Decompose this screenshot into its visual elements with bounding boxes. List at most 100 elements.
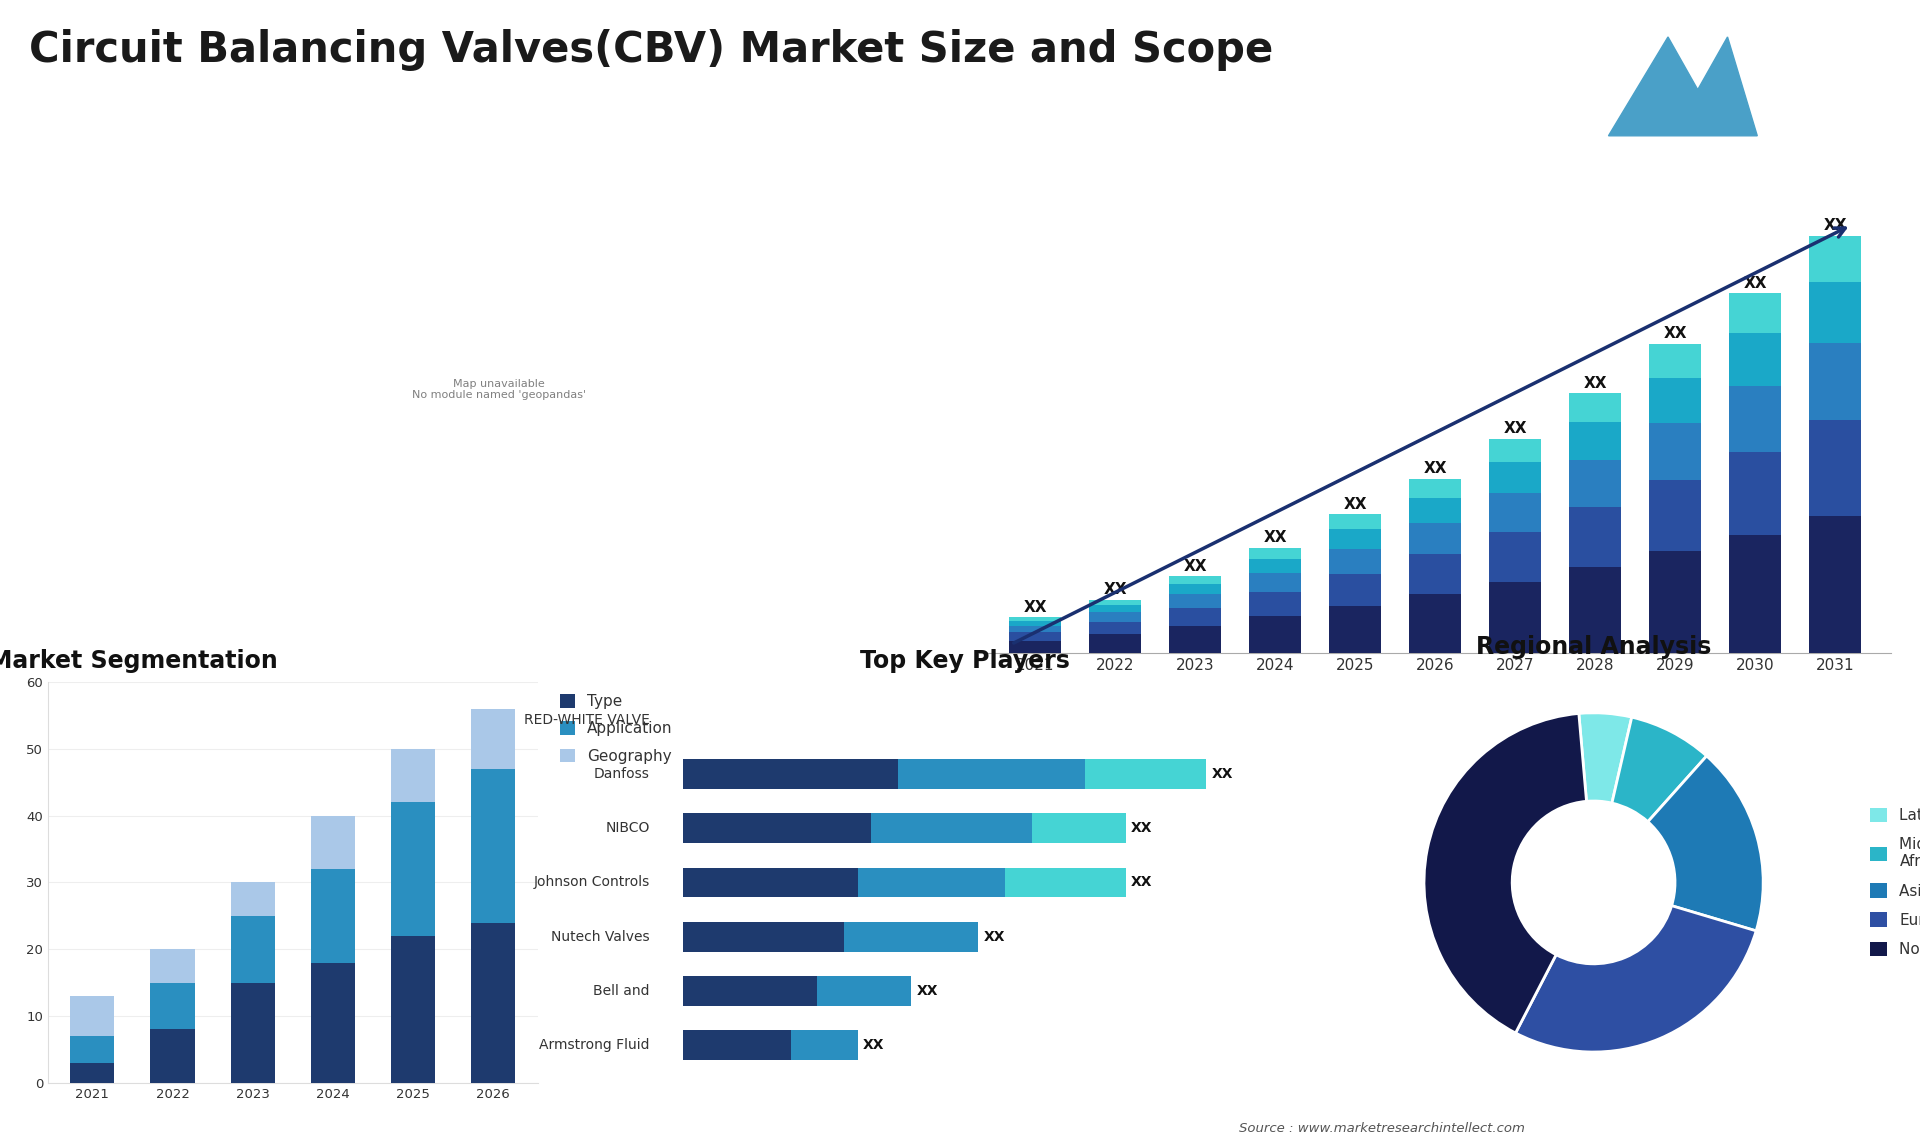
Bar [1569,460,1620,507]
Text: XX: XX [1584,376,1607,391]
Bar [684,868,858,897]
Bar [470,769,515,923]
Bar [899,759,1085,788]
Bar [1010,618,1062,621]
Bar [1649,551,1701,653]
Text: XX: XX [1183,559,1208,574]
Text: MARKET: MARKET [1778,49,1826,60]
Bar [1490,582,1542,653]
Bar [1329,606,1380,653]
Bar [1031,814,1125,843]
Text: XX: XX [1131,876,1152,889]
Bar [1809,517,1860,653]
Bar [1490,493,1542,532]
Bar [230,882,275,916]
Bar [818,976,912,1006]
Text: Armstrong Fluid: Armstrong Fluid [540,1038,649,1052]
Bar [1250,592,1302,617]
Bar [1089,599,1140,605]
Bar [71,1036,115,1063]
Bar [684,759,899,788]
Bar [1490,532,1542,582]
Bar [1089,634,1140,653]
Text: INTELLECT: INTELLECT [1778,107,1841,117]
Bar [1085,759,1206,788]
Legend: Type, Application, Geography: Type, Application, Geography [555,690,678,768]
Text: XX: XX [1824,218,1847,233]
Bar [684,921,845,951]
Bar [1409,555,1461,595]
Bar [1089,612,1140,621]
Text: XX: XX [1423,461,1448,476]
Text: XX: XX [1263,531,1286,545]
Bar [1649,423,1701,480]
Text: Nutech Valves: Nutech Valves [551,929,649,943]
Bar [1649,344,1701,378]
Bar [1809,236,1860,282]
Text: XX: XX [1212,767,1233,782]
Text: RED-WHITE VALVE: RED-WHITE VALVE [524,713,649,727]
Text: XX: XX [1503,421,1526,435]
Bar [71,996,115,1036]
Bar [1809,343,1860,419]
Bar [150,949,194,983]
Text: Bell and: Bell and [593,983,649,998]
Bar [230,983,275,1083]
Text: Market Segmentation: Market Segmentation [0,649,278,673]
Bar [1010,621,1062,626]
Text: Map unavailable
No module named 'geopandas': Map unavailable No module named 'geopand… [413,379,586,400]
Bar [311,816,355,869]
Wedge shape [1613,717,1707,822]
Bar [1169,576,1221,583]
Bar [1329,529,1380,549]
Bar [1490,439,1542,462]
Text: XX: XX [916,983,939,998]
Bar [1409,497,1461,523]
Bar [1649,480,1701,551]
Bar [230,916,275,983]
Text: Circuit Balancing Valves(CBV) Market Size and Scope: Circuit Balancing Valves(CBV) Market Siz… [29,29,1273,71]
Bar [1649,378,1701,423]
Text: XX: XX [862,1038,885,1052]
Bar [1730,293,1782,333]
Bar [1329,549,1380,574]
Bar [1250,548,1302,558]
Bar [470,923,515,1083]
Bar [1730,453,1782,535]
Text: XX: XX [1131,822,1152,835]
Text: NIBCO: NIBCO [605,822,649,835]
Bar [392,936,436,1083]
Bar [684,814,872,843]
Bar [684,976,818,1006]
Bar [1730,333,1782,386]
Bar [1569,567,1620,653]
Bar [1809,419,1860,517]
Bar [1809,282,1860,343]
Bar [71,1063,115,1083]
Bar [1250,558,1302,573]
Bar [1004,868,1125,897]
Bar [150,1029,194,1083]
Bar [845,921,977,951]
Bar [1409,523,1461,555]
Bar [1569,422,1620,460]
Bar [1569,507,1620,567]
Title: Top Key Players: Top Key Players [860,649,1069,673]
Wedge shape [1578,713,1632,803]
Bar [1010,633,1062,641]
Text: Johnson Controls: Johnson Controls [534,876,649,889]
Bar [1169,626,1221,653]
Bar [392,802,436,936]
Title: Regional Analysis: Regional Analysis [1476,635,1711,659]
Legend: Latin America, Middle East &
Africa, Asia Pacific, Europe, North America: Latin America, Middle East & Africa, Asi… [1866,803,1920,961]
Text: XX: XX [1743,276,1766,291]
Text: XX: XX [1023,599,1046,614]
Bar [1089,605,1140,612]
Text: XX: XX [1344,496,1367,512]
Bar [1730,386,1782,453]
Text: XX: XX [1663,327,1688,342]
Text: XX: XX [983,929,1004,943]
Bar [1409,479,1461,497]
Bar [858,868,1004,897]
Bar [1730,535,1782,653]
